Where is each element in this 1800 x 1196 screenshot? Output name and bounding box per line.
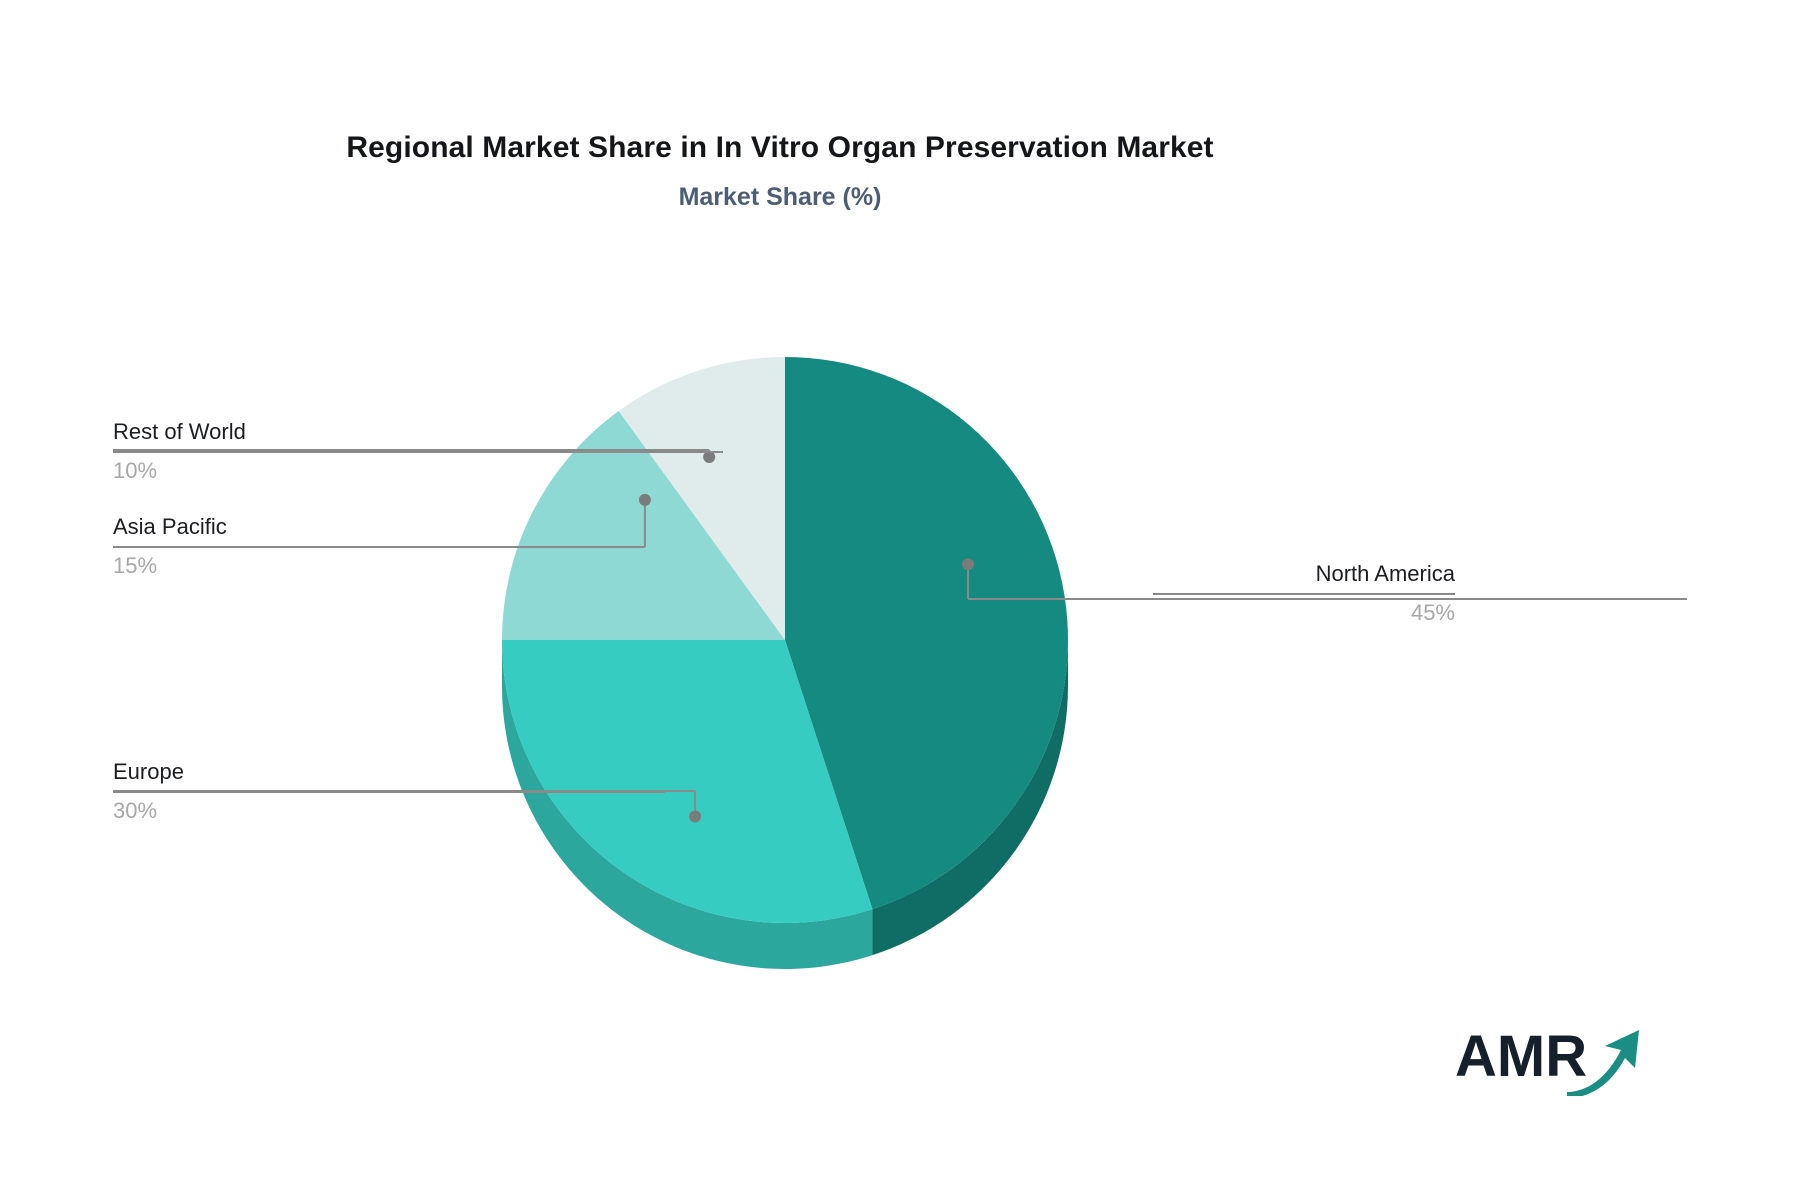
amr-logo: AMR [1455,1020,1645,1098]
pie-slice-rest-of-world [618,357,785,640]
leader-dot-north-america [962,558,975,571]
title-block: Regional Market Share in In Vitro Organ … [0,130,1560,212]
callout-europe: Europe 30% [113,758,665,825]
callout-label: Asia Pacific [113,514,227,539]
callout-value: 30% [113,798,158,824]
callout-label: Europe [113,759,184,784]
chart-subtitle: Market Share (%) [678,183,882,211]
callout-value: 10% [113,458,158,484]
amr-logo-svg: AMR [1455,1024,1639,1098]
pie-slice-north-america [785,357,1068,910]
callout-value: 15% [113,553,158,579]
callout-rule [113,546,603,549]
callout-label: Rest of World [113,419,246,444]
chart-title: Regional Market Share in In Vitro Organ … [346,131,1214,164]
callout-label: North America [1315,561,1455,586]
callout-rule [113,451,723,454]
callout-rule [113,791,665,794]
callout-rule [1153,593,1455,596]
pie-side-north-america [872,640,1068,956]
callout-rest-of-world: Rest of World 10% [113,418,723,485]
leader-dot-europe [689,810,702,823]
callout-value: 45% [1410,600,1455,626]
leader-dot-asia-pacific [638,493,651,506]
growth-arrow-icon [1567,1030,1639,1098]
callout-north-america: North America 45% [1153,560,1455,627]
amr-logo-text: AMR [1455,1024,1587,1089]
callout-asia-pacific: Asia Pacific 15% [113,513,603,580]
